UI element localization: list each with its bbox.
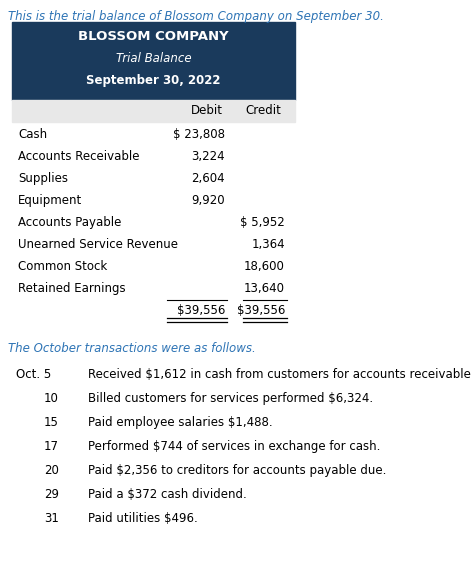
Text: Received $1,612 in cash from customers for accounts receivable due.: Received $1,612 in cash from customers f… [88,368,474,381]
Text: 29: 29 [44,488,59,501]
FancyBboxPatch shape [12,22,295,100]
Text: Accounts Receivable: Accounts Receivable [18,150,139,163]
Text: 17: 17 [44,440,59,453]
Text: Accounts Payable: Accounts Payable [18,216,121,229]
FancyBboxPatch shape [12,100,295,122]
Text: Billed customers for services performed $6,324.: Billed customers for services performed … [88,392,373,405]
Text: Performed $744 of services in exchange for cash.: Performed $744 of services in exchange f… [88,440,380,453]
Text: Unearned Service Revenue: Unearned Service Revenue [18,238,178,251]
Text: Debit: Debit [191,104,223,117]
Text: Supplies: Supplies [18,172,68,185]
Text: 1,364: 1,364 [251,238,285,251]
Text: Credit: Credit [245,104,281,117]
Text: This is the trial balance of Blossom Company on September 30.: This is the trial balance of Blossom Com… [8,10,384,23]
Text: 31: 31 [44,512,59,525]
Text: 3,224: 3,224 [191,150,225,163]
Text: Paid utilities $496.: Paid utilities $496. [88,512,198,525]
Text: 9,920: 9,920 [191,194,225,207]
Text: Paid a $372 cash dividend.: Paid a $372 cash dividend. [88,488,247,501]
Text: $39,556: $39,556 [177,304,225,317]
Text: Oct. 5: Oct. 5 [16,368,51,381]
Text: Retained Earnings: Retained Earnings [18,282,126,295]
Text: Common Stock: Common Stock [18,260,107,273]
Text: 2,604: 2,604 [191,172,225,185]
Text: The October transactions were as follows.: The October transactions were as follows… [8,342,256,355]
Text: 13,640: 13,640 [244,282,285,295]
Text: $39,556: $39,556 [237,304,285,317]
Text: 20: 20 [44,464,59,477]
Text: September 30, 2022: September 30, 2022 [86,74,221,87]
Text: BLOSSOM COMPANY: BLOSSOM COMPANY [78,30,229,43]
Text: $ 5,952: $ 5,952 [240,216,285,229]
Text: 15: 15 [44,416,59,429]
Text: Cash: Cash [18,128,47,141]
Text: Trial Balance: Trial Balance [116,52,191,65]
Text: 18,600: 18,600 [244,260,285,273]
Text: 10: 10 [44,392,59,405]
Text: $ 23,808: $ 23,808 [173,128,225,141]
Text: Paid employee salaries $1,488.: Paid employee salaries $1,488. [88,416,273,429]
Text: Equipment: Equipment [18,194,82,207]
Text: Paid $2,356 to creditors for accounts payable due.: Paid $2,356 to creditors for accounts pa… [88,464,386,477]
